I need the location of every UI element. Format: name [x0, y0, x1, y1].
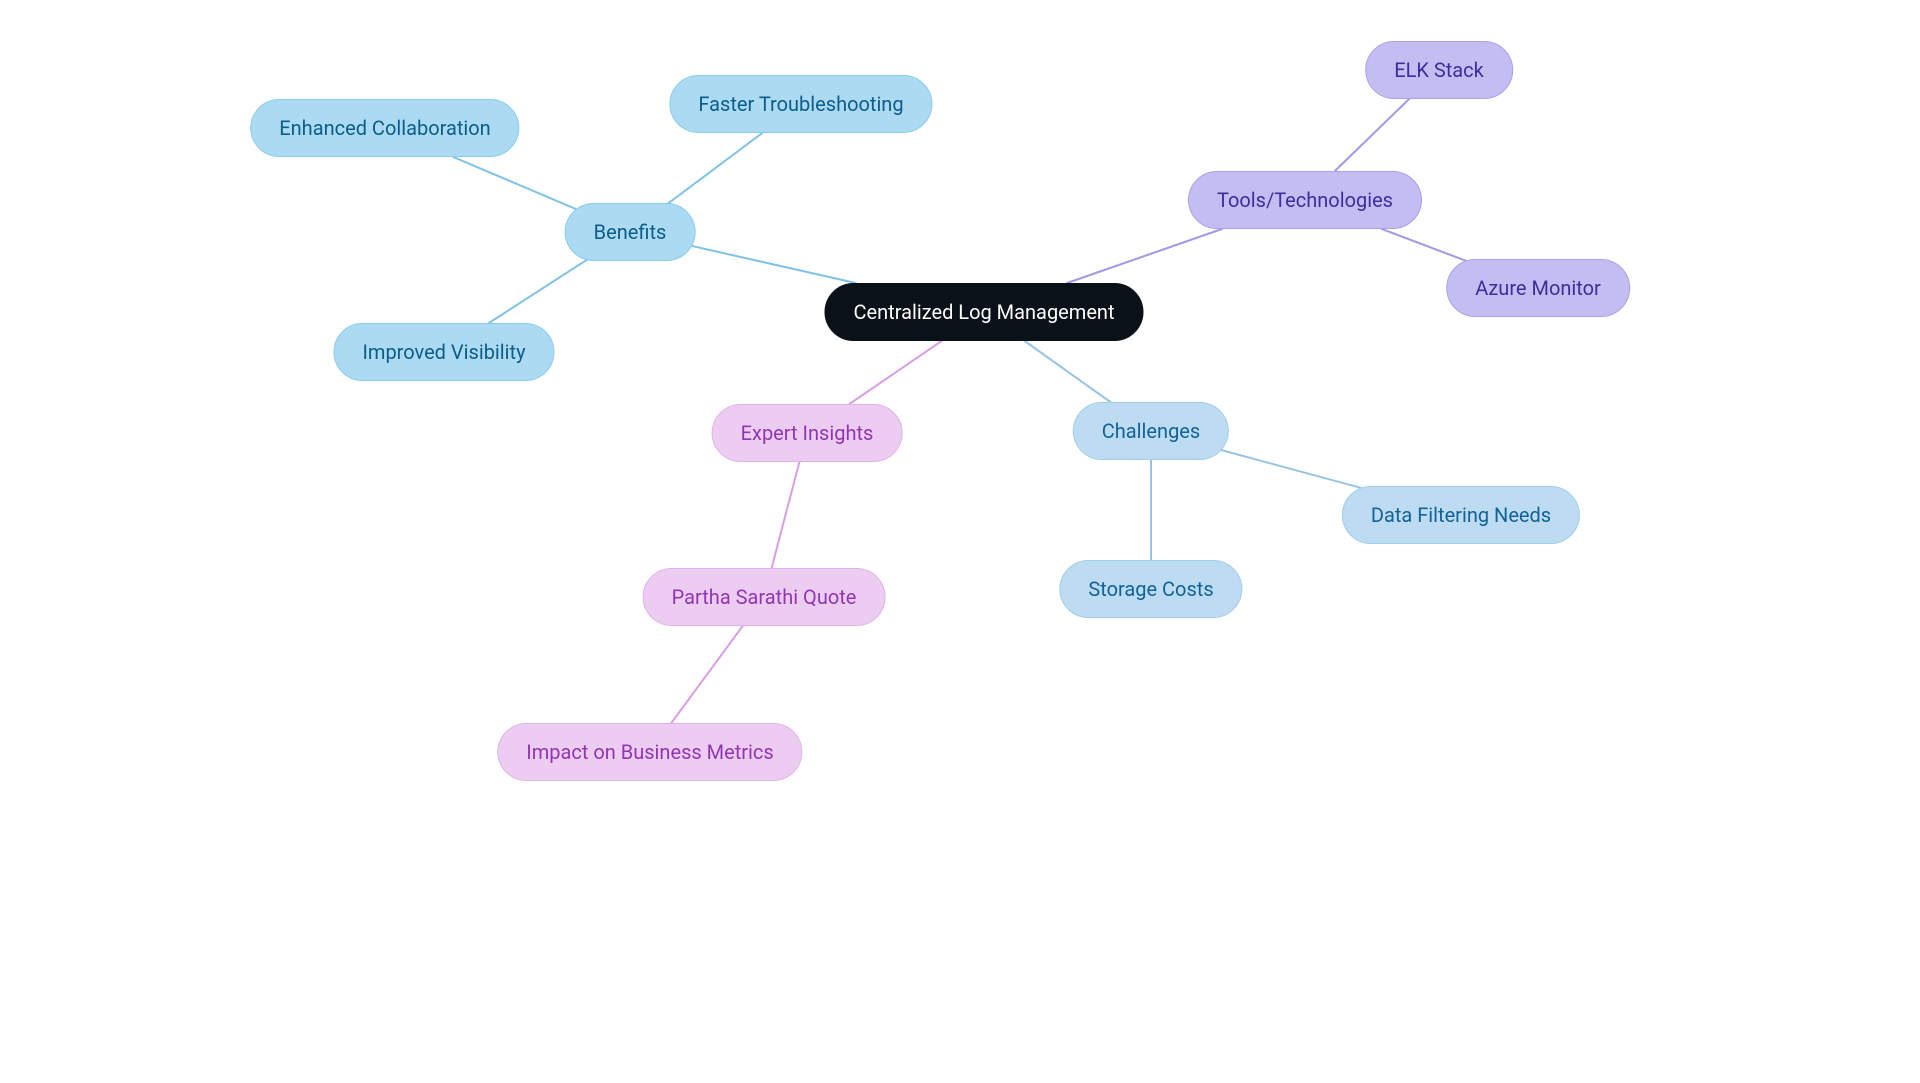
edge-insights-quote	[772, 462, 800, 568]
node-azure: Azure Monitor	[1446, 259, 1630, 317]
node-filtering: Data Filtering Needs	[1342, 486, 1580, 544]
node-storage: Storage Costs	[1059, 560, 1242, 618]
edge-quote-impact	[671, 626, 742, 723]
node-quote: Partha Sarathi Quote	[643, 568, 886, 626]
node-elk: ELK Stack	[1365, 41, 1513, 99]
edge-center-tools	[1067, 229, 1222, 283]
node-collab: Enhanced Collaboration	[250, 99, 519, 157]
edge-center-benefits	[692, 246, 856, 283]
node-center: Centralized Log Management	[824, 283, 1143, 341]
node-tools: Tools/Technologies	[1188, 171, 1422, 229]
node-impact: Impact on Business Metrics	[497, 723, 802, 781]
node-faster: Faster Troubleshooting	[669, 75, 932, 133]
edge-challenges-filtering	[1222, 450, 1361, 488]
edge-tools-azure	[1382, 229, 1466, 261]
edge-benefits-visibility	[489, 260, 587, 323]
edge-benefits-collab	[453, 157, 576, 209]
mindmap-canvas: Centralized Log Management Benefits Enhanc…	[200, 0, 1720, 858]
edge-center-challenges	[1025, 341, 1111, 402]
node-insights: Expert Insights	[712, 404, 903, 462]
node-visibility: Improved Visibility	[333, 323, 554, 381]
edge-benefits-faster	[669, 133, 763, 203]
node-benefits: Benefits	[565, 203, 696, 261]
edge-tools-elk	[1335, 99, 1409, 171]
edge-center-insights	[849, 341, 941, 404]
node-challenges: Challenges	[1073, 402, 1229, 460]
